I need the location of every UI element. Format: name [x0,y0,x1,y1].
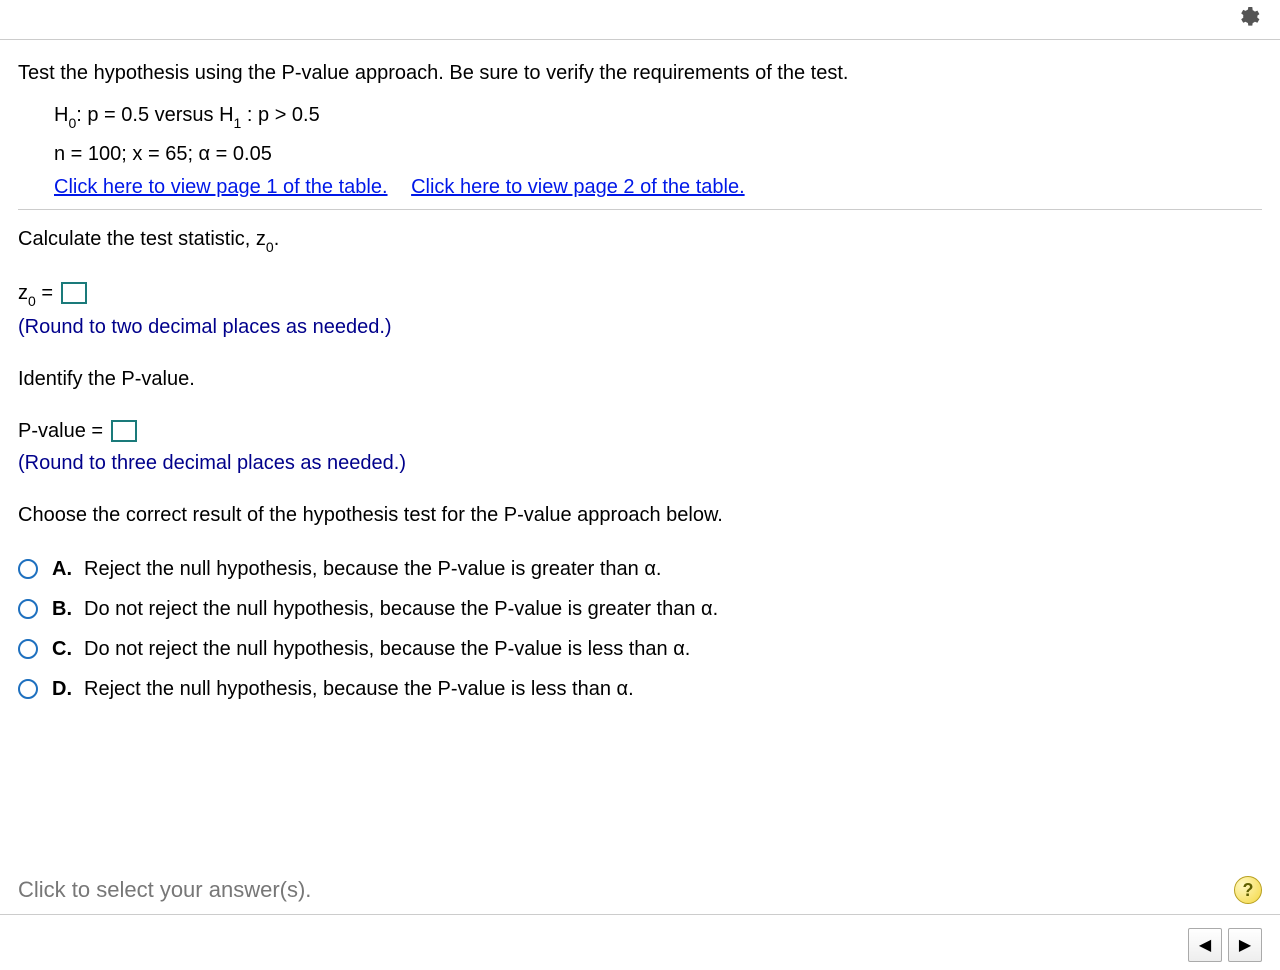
table-page-2-link[interactable]: Click here to view page 2 of the table. [411,176,745,198]
q2-hint: (Round to three decimal places as needed… [18,448,1262,478]
choice-c: C. Do not reject the null hypothesis, be… [18,634,1262,664]
q1-hint: (Round to two decimal places as needed.) [18,312,1262,342]
choice-a-text: Reject the null hypothesis, because the … [84,554,661,584]
hypothesis-statement: H0: p = 0.5 versus H1 : p > 0.5 [18,100,1262,133]
radio-a[interactable] [18,559,38,579]
choice-a-letter: A. [52,554,74,584]
footer-prompt: Click to select your answer(s). [18,877,311,903]
next-button[interactable]: ▶ [1228,928,1262,962]
divider [18,209,1262,210]
q2-prompt: Identify the P-value. [18,364,1262,394]
radio-c[interactable] [18,639,38,659]
q3-choices: A. Reject the null hypothesis, because t… [18,554,1262,704]
footer-bar: Click to select your answer(s). ? [0,876,1280,915]
problem-intro: Test the hypothesis using the P-value ap… [18,58,1262,88]
nav-bar: ◀ ▶ [1188,928,1262,962]
choice-b: B. Do not reject the null hypothesis, be… [18,594,1262,624]
question-1: Calculate the test statistic, z0. [18,224,1262,256]
pvalue-label: P-value = [18,420,109,442]
choice-b-text: Do not reject the null hypothesis, becau… [84,594,718,624]
choice-a: A. Reject the null hypothesis, because t… [18,554,1262,584]
choice-d-text: Reject the null hypothesis, because the … [84,674,634,704]
radio-d[interactable] [18,679,38,699]
help-button[interactable]: ? [1234,876,1262,904]
table-page-1-link[interactable]: Click here to view page 1 of the table. [54,176,388,198]
pvalue-input[interactable] [111,420,137,442]
choice-c-text: Do not reject the null hypothesis, becau… [84,634,690,664]
question-2: Identify the P-value. [18,364,1262,394]
choice-b-letter: B. [52,594,74,624]
radio-b[interactable] [18,599,38,619]
q3-prompt: Choose the correct result of the hypothe… [18,500,1262,530]
top-bar [0,0,1280,40]
choice-c-letter: C. [52,634,74,664]
q1-answer-block: z0 = (Round to two decimal places as nee… [18,278,1262,342]
question-3: Choose the correct result of the hypothe… [18,500,1262,704]
q2-answer-block: P-value = (Round to three decimal places… [18,416,1262,478]
choice-d-letter: D. [52,674,74,704]
z0-input[interactable] [61,282,87,304]
choice-d: D. Reject the null hypothesis, because t… [18,674,1262,704]
gear-icon[interactable] [1236,5,1260,35]
parameters: n = 100; x = 65; α = 0.05 [18,139,1262,170]
table-links: Click here to view page 1 of the table. … [18,176,1262,199]
prev-button[interactable]: ◀ [1188,928,1222,962]
z0-label: z0 = [18,282,59,304]
q1-prompt: Calculate the test statistic, z0. [18,224,1262,256]
question-content: Test the hypothesis using the P-value ap… [0,40,1280,704]
